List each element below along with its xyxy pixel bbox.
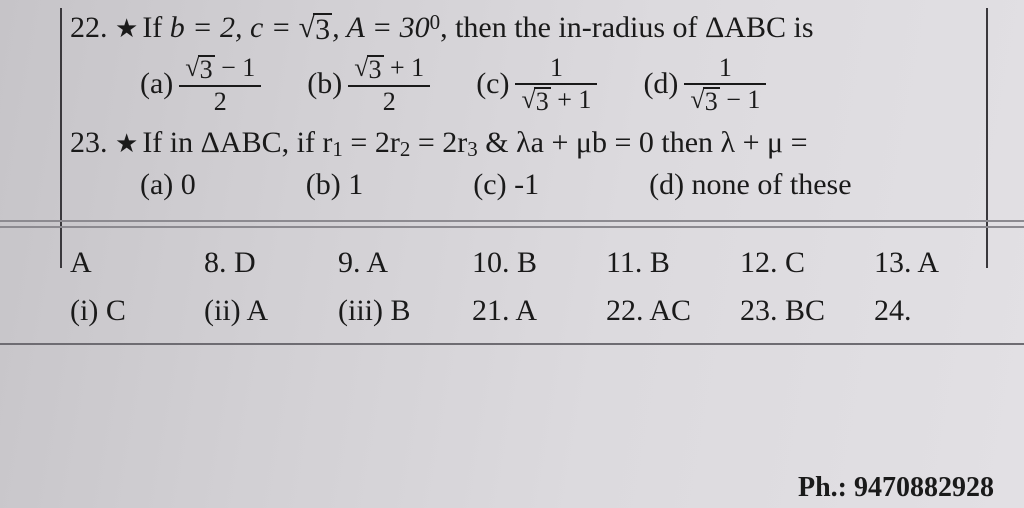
root-val: 3: [703, 87, 720, 115]
opt-label: (c): [476, 64, 509, 105]
q23-opt-c: (c) -1: [473, 165, 539, 206]
page-content: 22. ★If b = 2, c = √3, A = 300, then the…: [70, 8, 990, 345]
question-23: 23. ★If in ΔABC, if r1 = 2r2 = 2r3 & λa …: [70, 123, 990, 164]
numerator: √3 − 1: [179, 55, 261, 87]
num-tail: − 1: [215, 53, 256, 82]
q22-sqrt3: √3: [299, 13, 332, 45]
numerator: √3 + 1: [348, 55, 430, 87]
star-icon: ★: [115, 14, 138, 43]
phone-prefix: Ph.:: [798, 472, 847, 503]
opt-label: (b): [307, 64, 342, 105]
q23-tail: & λa + μb = 0 then λ + μ =: [478, 126, 808, 159]
q22-opt-a: (a) √3 − 1 2: [140, 55, 261, 115]
q22-b: b = 2, c =: [170, 11, 291, 44]
q22-c-root: 3: [313, 13, 332, 45]
star-icon: ★: [115, 129, 138, 158]
numerator: 1: [684, 55, 766, 85]
q23-stem: If in ΔABC, if r: [142, 126, 332, 159]
q22-after: , then the in-radius of ΔABC is: [440, 11, 813, 44]
question-22: 22. ★If b = 2, c = √3, A = 300, then the…: [70, 8, 990, 49]
q22-stem-pre: If: [142, 11, 169, 44]
answer-row-2: (i) C (ii) A (iii) B 21. A 22. AC 23. BC…: [70, 288, 990, 335]
ans-cell: 22. AC: [606, 288, 698, 335]
den-tail: + 1: [551, 85, 592, 114]
ans-cell: (iii) B: [338, 288, 430, 335]
ans-cell: 12. C: [740, 240, 832, 287]
ans-cell: (i) C: [70, 288, 162, 335]
q23-number: 23.: [70, 126, 108, 159]
ans-cell: 21. A: [472, 288, 564, 335]
denominator: 2: [348, 87, 430, 115]
q22-opt-d: (d) 1 √3 − 1: [643, 55, 766, 115]
q22-number: 22.: [70, 11, 108, 44]
sub1: 1: [332, 137, 343, 161]
q22-opt-c: (c) 1 √3 + 1: [476, 55, 597, 115]
ans-cell: 8. D: [204, 240, 296, 287]
footer-divider: [0, 343, 1024, 345]
denominator: 2: [179, 87, 261, 115]
phone-number: Ph.: 9470882928: [798, 472, 994, 504]
q22-A: , A = 30: [332, 11, 430, 44]
column-rule-left: [60, 8, 62, 268]
den-tail: − 1: [720, 85, 761, 114]
fraction: √3 + 1 2: [348, 55, 430, 115]
answer-row-1: A 8. D 9. A 10. B 11. B 12. C 13. A: [70, 240, 990, 287]
q23-options: (a) 0 (b) 1 (c) -1 (d) none of these: [140, 165, 990, 206]
q22-options: (a) √3 − 1 2 (b) √3 + 1 2 (c) 1 √3 + 1 (…: [140, 55, 990, 115]
ans-cell: (ii) A: [204, 288, 296, 335]
sub3: 3: [467, 137, 478, 161]
eq2: = 2r: [410, 126, 467, 159]
ans-cell: 9. A: [338, 240, 430, 287]
denominator: √3 − 1: [684, 85, 766, 115]
q22-deg: 0: [430, 10, 441, 34]
root-val: 3: [367, 55, 384, 83]
opt-label: (d): [643, 64, 678, 105]
q23-opt-b: (b) 1: [306, 165, 363, 206]
fraction: √3 − 1 2: [179, 55, 261, 115]
ans-cell: 23. BC: [740, 288, 832, 335]
section-divider: [0, 220, 1024, 228]
root-val: 3: [198, 55, 215, 83]
q22-opt-b: (b) √3 + 1 2: [307, 55, 430, 115]
ans-cell: 13. A: [874, 240, 966, 287]
ans-cell: 10. B: [472, 240, 564, 287]
ans-cell: 11. B: [606, 240, 698, 287]
ans-cell: A: [70, 240, 162, 287]
q23-opt-d: (d) none of these: [649, 165, 851, 206]
numerator: 1: [515, 55, 597, 85]
root-val: 3: [534, 87, 551, 115]
opt-label: (a): [140, 64, 173, 105]
ans-cell: 24.: [874, 288, 966, 335]
q23-opt-a: (a) 0: [140, 165, 196, 206]
fraction: 1 √3 + 1: [515, 55, 597, 115]
eq1: = 2r: [343, 126, 400, 159]
fraction: 1 √3 − 1: [684, 55, 766, 115]
num-tail: + 1: [384, 53, 425, 82]
denominator: √3 + 1: [515, 85, 597, 115]
answer-key: A 8. D 9. A 10. B 11. B 12. C 13. A (i) …: [70, 240, 990, 335]
sub2: 2: [400, 137, 411, 161]
phone-digits: 9470882928: [854, 472, 994, 503]
